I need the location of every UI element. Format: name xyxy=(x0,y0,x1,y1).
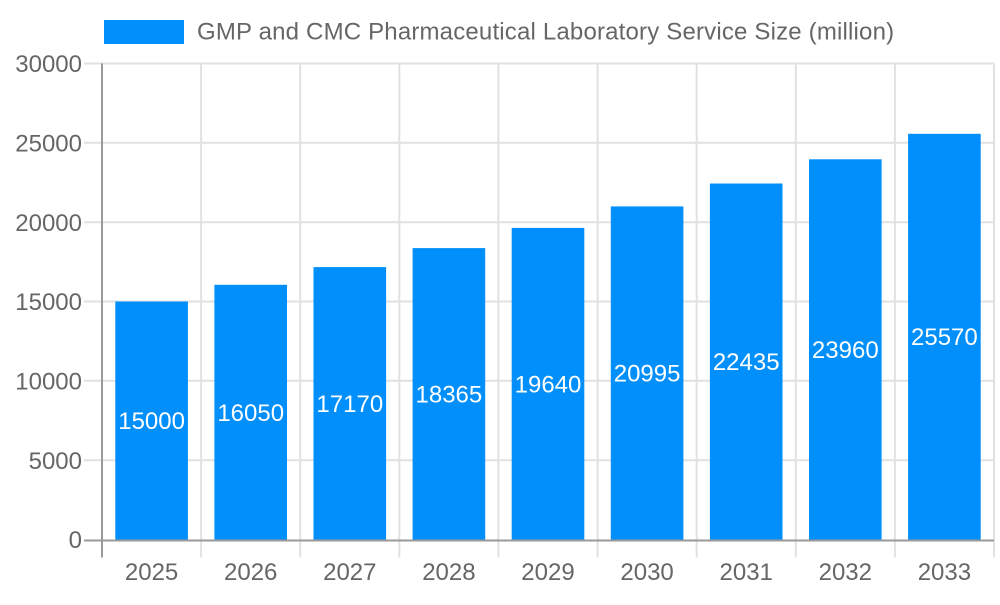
svg-text:2027: 2027 xyxy=(323,559,376,586)
svg-text:22435: 22435 xyxy=(713,349,780,376)
svg-text:15000: 15000 xyxy=(118,408,185,435)
svg-text:18365: 18365 xyxy=(416,381,483,408)
svg-text:15000: 15000 xyxy=(15,289,82,316)
svg-text:2026: 2026 xyxy=(224,559,277,586)
svg-text:23960: 23960 xyxy=(812,337,879,364)
svg-text:2029: 2029 xyxy=(521,559,574,586)
svg-text:2030: 2030 xyxy=(620,559,673,586)
svg-text:30000: 30000 xyxy=(15,51,82,78)
svg-text:2031: 2031 xyxy=(720,559,773,586)
svg-text:2033: 2033 xyxy=(918,559,971,586)
svg-text:20995: 20995 xyxy=(614,361,681,388)
svg-text:0: 0 xyxy=(69,527,82,554)
svg-text:16050: 16050 xyxy=(217,400,284,427)
svg-text:2025: 2025 xyxy=(125,559,178,586)
svg-text:2032: 2032 xyxy=(819,559,872,586)
svg-text:25000: 25000 xyxy=(15,130,82,157)
svg-text:GMP and CMC Pharmaceutical Lab: GMP and CMC Pharmaceutical Laboratory Se… xyxy=(197,19,894,46)
svg-text:17170: 17170 xyxy=(316,391,383,418)
svg-text:5000: 5000 xyxy=(29,448,82,475)
svg-text:20000: 20000 xyxy=(15,210,82,237)
svg-text:19640: 19640 xyxy=(515,371,582,398)
svg-text:10000: 10000 xyxy=(15,368,82,395)
svg-text:2028: 2028 xyxy=(422,559,475,586)
svg-text:25570: 25570 xyxy=(911,324,978,351)
